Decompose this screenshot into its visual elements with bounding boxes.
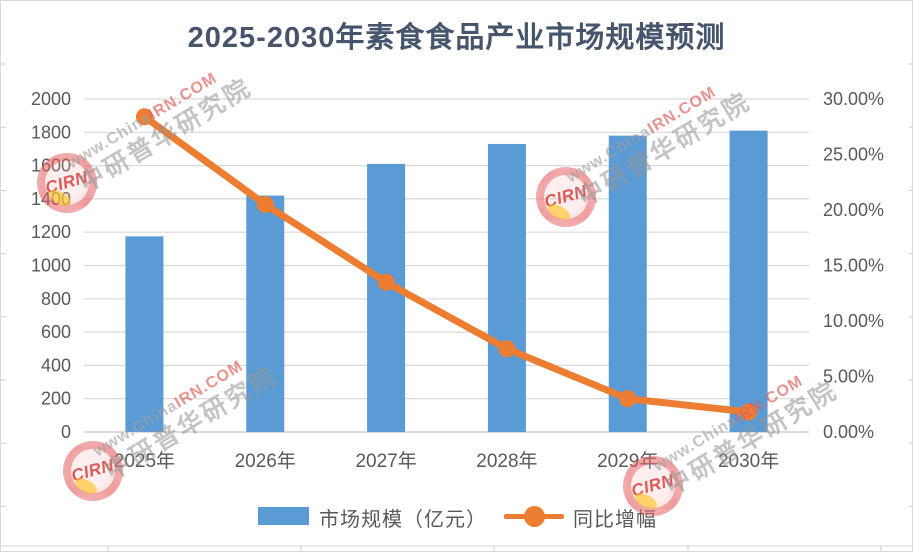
y2-axis-tick-label: 0.00% xyxy=(823,422,874,442)
y2-axis-tick-label: 5.00% xyxy=(823,367,874,387)
y2-axis-tick-label: 30.00% xyxy=(823,89,884,109)
x-axis-tick-label: 2030年 xyxy=(718,450,779,472)
bar xyxy=(729,130,768,432)
y-axis-tick-label: 2000 xyxy=(31,89,71,109)
y2-axis-tick-label: 15.00% xyxy=(823,256,884,276)
legend-line-swatch xyxy=(504,506,564,527)
line-marker xyxy=(377,273,395,291)
y2-axis-tick-label: 10.00% xyxy=(823,311,884,331)
legend-line-label: 同比增幅 xyxy=(573,509,657,531)
y-axis-tick-label: 1800 xyxy=(31,122,71,142)
chart-legend: 市场规模（亿元） 同比增幅 xyxy=(1,499,912,533)
y-axis-tick-label: 1400 xyxy=(31,189,71,209)
legend-line-marker-icon xyxy=(524,506,545,527)
line-marker xyxy=(135,108,153,126)
y-axis-tick-label: 600 xyxy=(41,322,71,342)
x-axis-tick-label: 2026年 xyxy=(235,450,296,472)
legend-bar-swatch xyxy=(258,507,309,525)
x-axis-tick-label: 2027年 xyxy=(355,450,416,472)
y-axis-tick-label: 800 xyxy=(41,289,71,309)
legend-bar-label: 市场规模（亿元） xyxy=(319,509,487,531)
line-marker xyxy=(498,340,516,358)
y-axis-tick-label: 1200 xyxy=(31,222,71,242)
line-series xyxy=(140,113,753,416)
y2-axis-tick-label: 20.00% xyxy=(823,200,884,220)
y-axis-tick-label: 1600 xyxy=(31,156,71,176)
line-marker xyxy=(619,390,637,408)
line-marker xyxy=(740,403,758,421)
y-axis-tick-label: 400 xyxy=(41,355,71,375)
y2-axis-tick-label: 25.00% xyxy=(823,145,884,165)
bar xyxy=(608,135,647,432)
bar xyxy=(367,163,406,432)
bar xyxy=(125,236,164,432)
x-axis-tick-label: 2029年 xyxy=(597,450,658,472)
x-axis-tick-label: 2025年 xyxy=(114,450,175,472)
y-axis-tick-label: 0 xyxy=(61,422,71,442)
chart-title: 2025-2030年素食食品产业市场规模预测 xyxy=(187,22,726,54)
y-axis-tick-label: 200 xyxy=(41,389,71,409)
bar xyxy=(246,195,285,432)
line-marker xyxy=(256,195,274,213)
x-axis-tick-label: 2028年 xyxy=(476,450,537,472)
y-axis-tick-label: 1000 xyxy=(31,256,71,276)
bar xyxy=(487,143,526,432)
